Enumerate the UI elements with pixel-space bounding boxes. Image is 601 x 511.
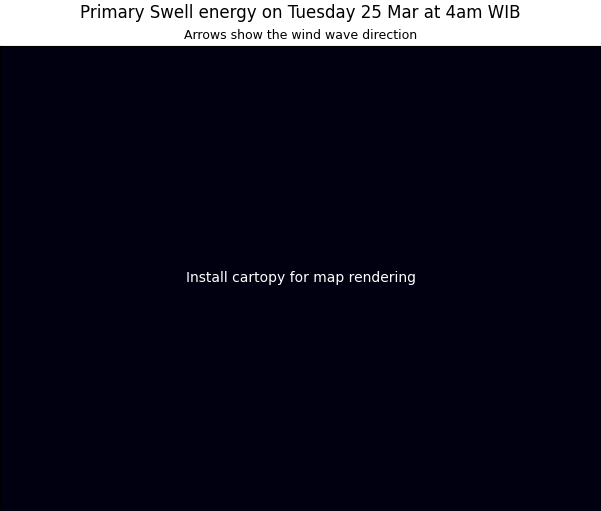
Text: Arrows show the wind wave direction: Arrows show the wind wave direction bbox=[184, 29, 417, 42]
Text: Primary Swell energy on Tuesday 25 Mar at 4am WIB: Primary Swell energy on Tuesday 25 Mar a… bbox=[81, 4, 520, 22]
Text: Install cartopy for map rendering: Install cartopy for map rendering bbox=[186, 271, 415, 286]
